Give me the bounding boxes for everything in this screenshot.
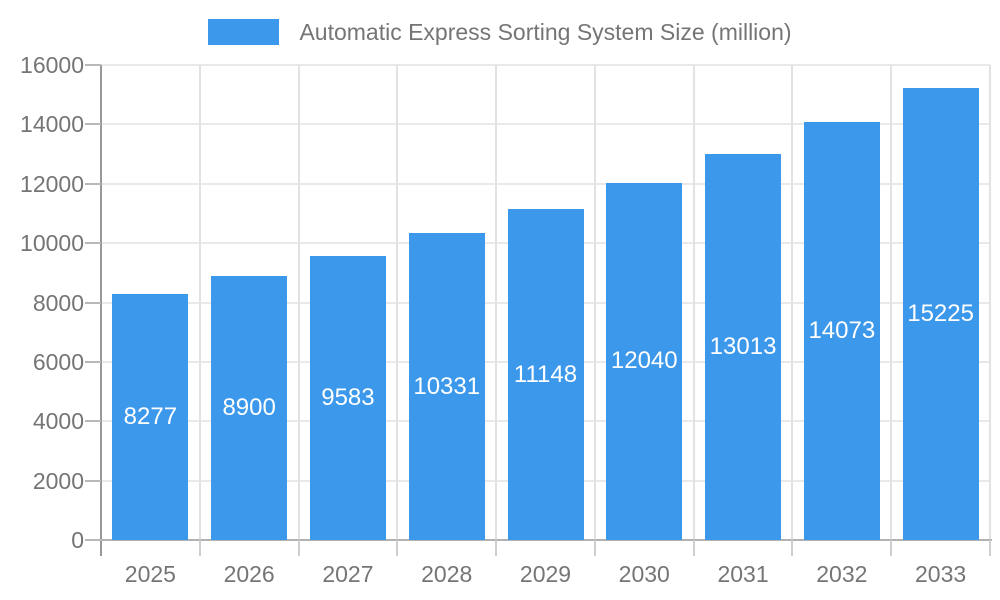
v-gridline [396, 65, 399, 540]
x-tick [791, 540, 794, 556]
x-tick-label: 2031 [717, 561, 769, 587]
x-axis-line [101, 539, 992, 541]
v-gridline [890, 65, 893, 540]
h-gridline [101, 182, 990, 185]
bar [705, 153, 782, 540]
y-tick-label: 8000 [32, 289, 84, 316]
bar [211, 275, 288, 540]
bar [606, 182, 683, 540]
y-tick [85, 123, 101, 126]
v-gridline [791, 65, 794, 540]
bar-value-label: 15225 [907, 300, 974, 327]
x-tick [692, 540, 695, 556]
x-tick-label: 2030 [618, 561, 670, 587]
v-gridline [198, 65, 201, 540]
x-tick-label: 2026 [223, 561, 275, 587]
x-tick-label: 2032 [816, 561, 868, 587]
h-gridline [101, 64, 990, 66]
bar [507, 209, 584, 540]
y-tick-label: 6000 [32, 348, 84, 375]
x-tick-label: 2028 [421, 561, 473, 587]
legend-label: Automatic Express Sorting System Size (m… [299, 18, 792, 45]
bar-value-label: 8900 [222, 393, 276, 421]
y-tick [85, 360, 101, 363]
v-gridline [593, 65, 596, 540]
legend: Automatic Express Sorting System Size (m… [0, 17, 1000, 47]
v-gridline [989, 65, 991, 540]
bar [112, 294, 189, 540]
x-tick [989, 540, 991, 556]
v-gridline [297, 65, 300, 540]
y-tick-label: 14000 [20, 111, 84, 138]
x-tick [495, 540, 498, 556]
x-tick-label: 2033 [915, 561, 967, 587]
v-gridline [495, 65, 498, 540]
x-tick [297, 540, 300, 556]
y-tick [85, 539, 101, 541]
y-tick-label: 4000 [32, 408, 84, 435]
bar [902, 88, 979, 540]
y-tick [85, 301, 101, 304]
y-axis-line [100, 65, 102, 556]
bar-value-label: 9583 [321, 383, 375, 411]
y-tick-label: 12000 [20, 170, 84, 197]
y-tick [85, 479, 101, 482]
bar-value-label: 12040 [610, 347, 678, 375]
y-tick-label: 10000 [20, 230, 84, 257]
bar-value-label: 13013 [709, 332, 777, 360]
bar [309, 255, 386, 540]
y-tick [85, 182, 101, 185]
x-tick-label: 2027 [322, 561, 374, 587]
bar-value-label: 8277 [123, 403, 178, 431]
x-tick-label: 2029 [519, 561, 572, 587]
y-tick-label: 16000 [20, 52, 84, 78]
h-gridline [101, 123, 990, 126]
bar [408, 233, 485, 540]
x-tick [396, 540, 399, 556]
y-tick [85, 420, 101, 423]
x-tick-label: 2025 [124, 561, 176, 587]
legend-swatch [208, 19, 280, 45]
bar [803, 122, 880, 540]
x-tick [593, 540, 596, 556]
x-tick [890, 540, 893, 556]
x-tick [198, 540, 201, 556]
bar-value-label: 11148 [513, 360, 578, 388]
y-tick-label: 2000 [32, 467, 84, 494]
y-tick [85, 64, 101, 66]
y-tick-label: 0 [71, 527, 84, 553]
y-tick [85, 242, 101, 245]
bar-value-label: 14073 [808, 317, 876, 345]
bar-value-label: 10331 [413, 372, 481, 400]
v-gridline [692, 65, 695, 540]
